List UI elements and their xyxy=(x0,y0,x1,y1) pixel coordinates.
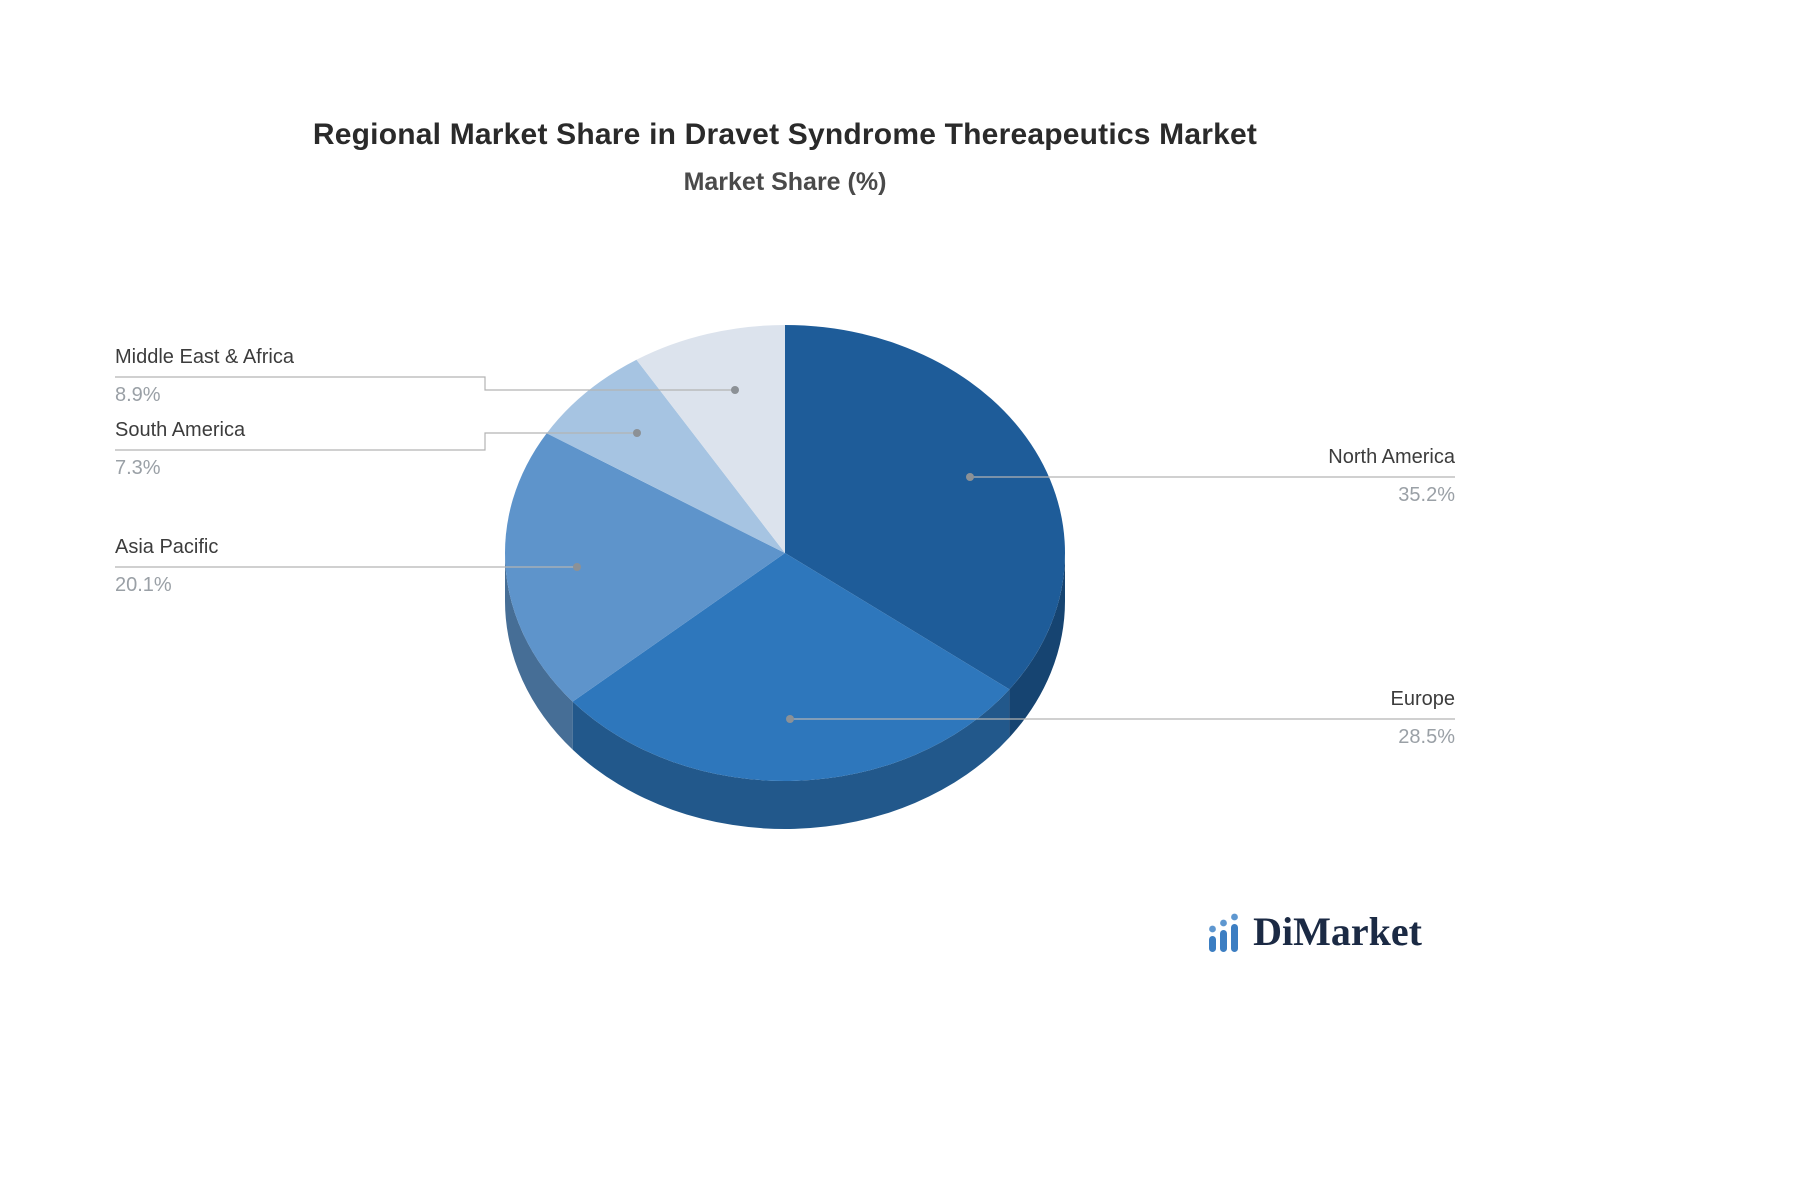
slice-label: North America xyxy=(1328,446,1455,468)
slice-label: South America xyxy=(115,419,246,441)
slice-value: 20.1% xyxy=(115,574,172,596)
callout-north-america: North America 35.2% xyxy=(1035,444,1455,508)
slice-value: 8.9% xyxy=(115,384,161,406)
slice-value: 7.3% xyxy=(115,457,161,479)
leader-dot-south-america xyxy=(633,429,641,437)
leader-dot-asia-pacific xyxy=(573,563,581,571)
callout-asia-pacific: Asia Pacific 20.1% xyxy=(115,534,535,598)
pie-slice-middle-east-africa[interactable] xyxy=(636,325,785,553)
pie-slice-north-america[interactable] xyxy=(785,325,1065,690)
chart-title: Regional Market Share in Dravet Syndrome… xyxy=(312,118,1258,151)
leader-line-middle-east-africa xyxy=(115,376,735,391)
pie-slice-south-america[interactable] xyxy=(546,359,785,553)
slice-value: 35.2% xyxy=(1398,484,1455,506)
callout-middle-east-africa: Middle East & Africa 8.9% xyxy=(115,344,535,408)
slice-value: 28.5% xyxy=(1398,726,1455,748)
slice-label: Middle East & Africa xyxy=(115,346,294,368)
pie-slice-side-europe xyxy=(572,689,1010,829)
pie-slice-side-north-america xyxy=(1009,553,1065,738)
chart-subtitle: Market Share (%) xyxy=(683,168,887,196)
leader-line-south-america xyxy=(115,432,637,451)
callout-south-america: South America 7.3% xyxy=(115,417,535,481)
pie-slice-europe[interactable] xyxy=(572,553,1010,782)
leader-dot-north-america xyxy=(966,473,974,481)
pie-slice-side-asia-pacific xyxy=(505,553,573,750)
slice-label: Asia Pacific xyxy=(115,536,219,558)
brand-logo: DiMarket xyxy=(1207,908,1422,954)
leader-dot-europe xyxy=(786,715,794,723)
slice-label: Europe xyxy=(1390,688,1456,710)
leader-dot-middle-east-africa xyxy=(731,386,739,394)
pie-slice-asia-pacific[interactable] xyxy=(504,433,785,702)
brand-name: DiMarket xyxy=(1253,909,1422,954)
callout-europe: Europe 28.5% xyxy=(1035,686,1456,750)
bar-chart-icon xyxy=(1209,913,1239,952)
